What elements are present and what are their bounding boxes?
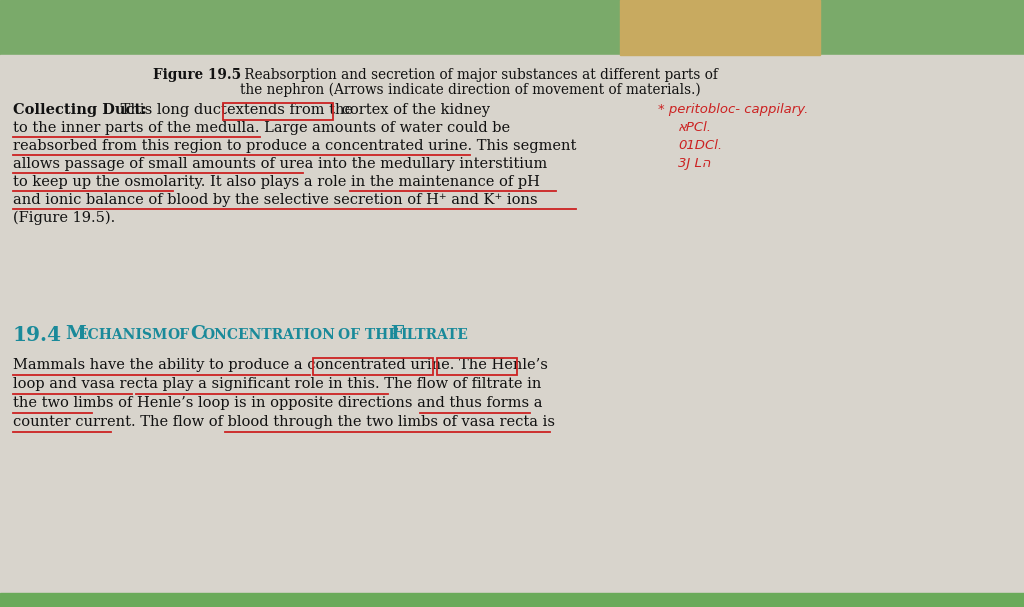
Text: OF: OF — [167, 328, 189, 342]
Text: Mammals have the ability to produce a concentrated urine. The Henle’s: Mammals have the ability to produce a co… — [13, 358, 548, 372]
Text: Reabsorption and secretion of major substances at different parts of: Reabsorption and secretion of major subs… — [240, 68, 718, 82]
Text: cortex of the kidney: cortex of the kidney — [337, 103, 490, 117]
Text: allows passage of small amounts of urea into the medullary interstitium: allows passage of small amounts of urea … — [13, 157, 547, 171]
Text: * peritobloc- cappilary.: * peritobloc- cappilary. — [658, 103, 808, 116]
Text: This long duct: This long duct — [116, 103, 231, 117]
Bar — [0, 593, 1024, 607]
Text: 19.4: 19.4 — [13, 325, 62, 345]
Text: Collecting Duct:: Collecting Duct: — [13, 103, 146, 117]
Text: (Figure 19.5).: (Figure 19.5). — [13, 211, 116, 225]
Text: to the inner parts of the medulla. Large amounts of water could be: to the inner parts of the medulla. Large… — [13, 121, 510, 135]
Text: ONCENTRATION: ONCENTRATION — [202, 328, 335, 342]
Text: OF THE: OF THE — [338, 328, 399, 342]
Text: reabsorbed from this region to produce a concentrated urine. This segment: reabsorbed from this region to produce a… — [13, 139, 577, 153]
Text: ILTRATE: ILTRATE — [400, 328, 468, 342]
Text: the two limbs of Henle’s loop is in opposite directions and thus forms a: the two limbs of Henle’s loop is in oppo… — [13, 396, 543, 410]
Text: C: C — [190, 325, 205, 343]
Text: Figure 19.5: Figure 19.5 — [153, 68, 241, 82]
Bar — [0, 55, 1024, 595]
Text: אPCl.: אPCl. — [678, 121, 712, 134]
Text: M: M — [65, 325, 86, 343]
Text: to keep up the osmolarity. It also plays a role in the maintenance of pH: to keep up the osmolarity. It also plays… — [13, 175, 540, 189]
Text: ECHANISM: ECHANISM — [77, 328, 167, 342]
Bar — [0, 0, 1024, 55]
Text: 01DCl.: 01DCl. — [678, 139, 722, 152]
Text: counter current. The flow of blood through the two limbs of vasa recta is: counter current. The flow of blood throu… — [13, 415, 555, 429]
Bar — [620, 0, 820, 55]
Text: the nephron (Arrows indicate direction of movement of materials.): the nephron (Arrows indicate direction o… — [240, 83, 700, 97]
Text: F: F — [390, 325, 403, 343]
Text: loop and vasa recta play a significant role in this. The flow of filtrate in: loop and vasa recta play a significant r… — [13, 377, 542, 391]
Text: extends from the: extends from the — [227, 103, 353, 117]
Text: and ionic balance of blood by the selective secretion of H⁺ and K⁺ ions: and ionic balance of blood by the select… — [13, 193, 538, 207]
Text: 3J Lה: 3J Lה — [678, 157, 711, 170]
